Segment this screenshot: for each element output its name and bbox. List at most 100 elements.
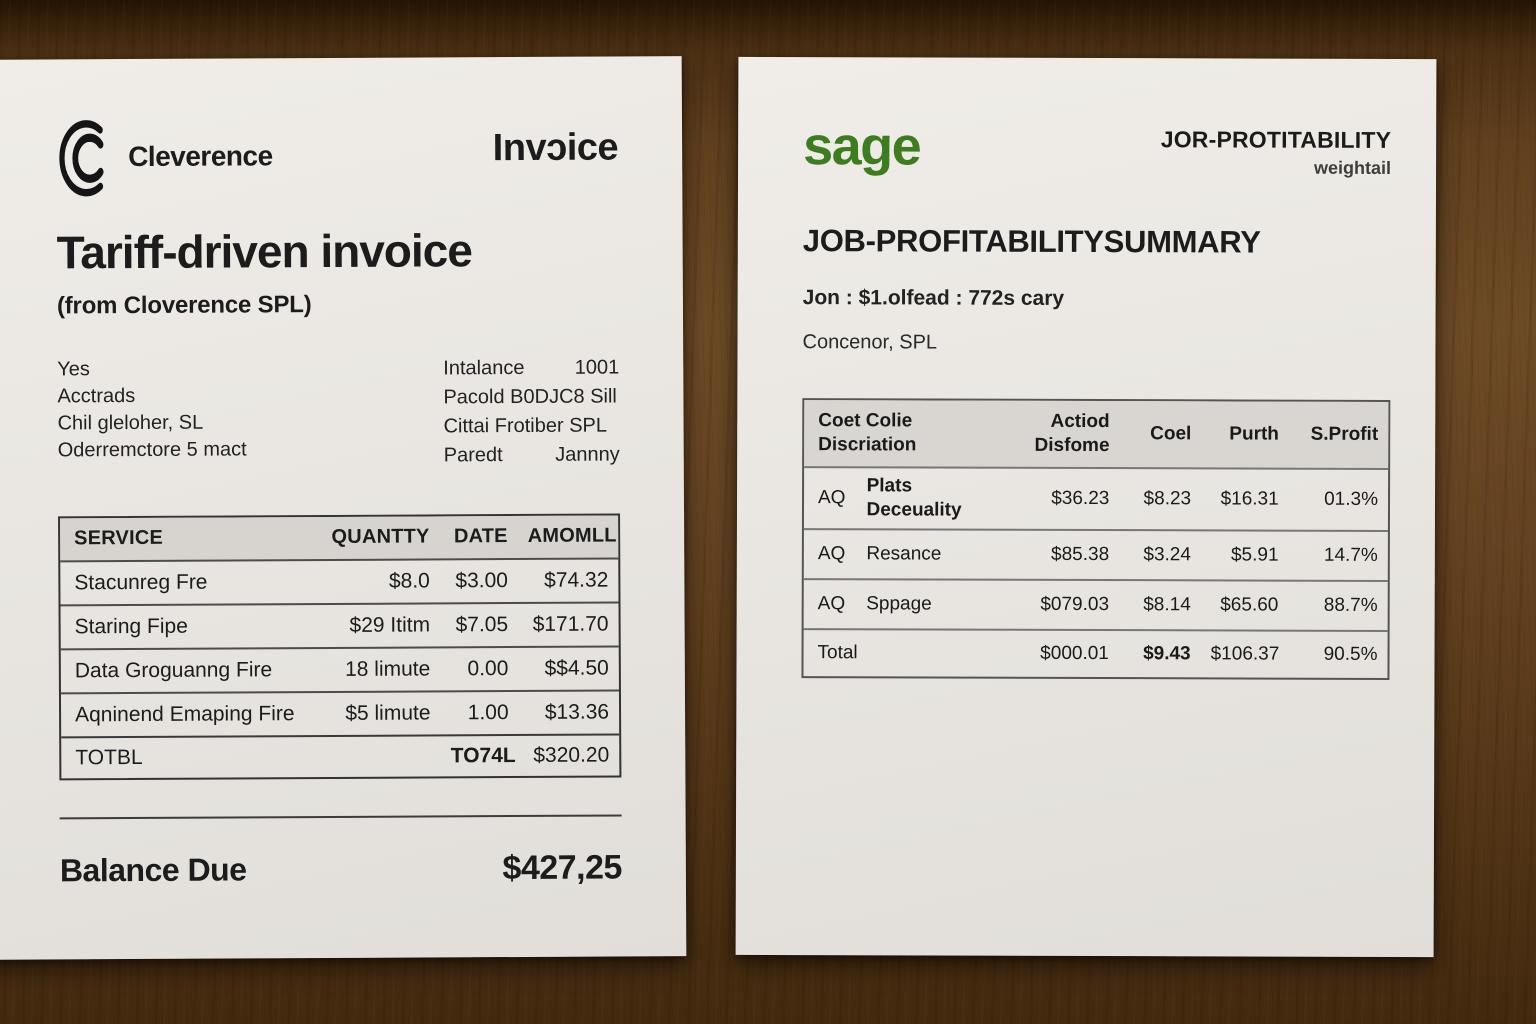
description-cell: Plats Deceuality (856, 469, 1002, 529)
income-cell: $85.38 (1051, 543, 1110, 566)
meta-value: Jannny (555, 442, 620, 466)
billing-line: Oderremctore 5 mact (57, 437, 247, 461)
service-cell: Staring Fipe (74, 614, 188, 638)
invoice-document: Cleverence Invɔice Tariff-driven invoice… (0, 56, 687, 960)
table-row: AQ Sppage $079.03 $8.14 $65.60 88.7% (803, 578, 1388, 630)
amount-cell: $74.32 (544, 568, 609, 592)
total-profit-pct: 90.5% (1323, 643, 1378, 665)
summary-meta-line1: Jon : $1.olfead : 772s cary (802, 286, 1065, 310)
total-spacer (318, 756, 441, 757)
code-cell: AQ (817, 487, 846, 509)
date-cell: $3.00 (455, 568, 508, 592)
service-cell: Aqninend Emaping Fire (75, 701, 295, 726)
summary-title: JOB-PROFITABILITYSUMMARY (802, 223, 1261, 260)
col-profit-pct: S.Profit (1310, 423, 1379, 445)
col-date: DATE (453, 525, 508, 548)
col-actual-income-line1: Actiod (1050, 411, 1110, 433)
table-row: Aqninend Emaping Fire $5 limute 1.00 $13… (60, 688, 620, 736)
code-cell: AQ (817, 543, 846, 565)
col-cost-code-line2: Discriation (818, 434, 917, 456)
billing-line: Yes (57, 357, 90, 380)
date-cell: 1.00 (467, 700, 509, 724)
invoice-table: SERVICE QUANTTY DATE AMOMLL Stacunreg Fr… (58, 512, 622, 780)
profit-cell: $16.31 (1220, 488, 1279, 510)
income-cell: $36.23 (1051, 487, 1110, 510)
quantity-cell: 18 limute (344, 656, 431, 681)
col-cost-code: Coet Colie Discriation (804, 403, 1003, 463)
col-actual-income: Actiod Disfome (1003, 404, 1120, 464)
col-amount: AMOMLL (527, 524, 617, 547)
meta-row: Cittai Frotiber SPL (443, 411, 619, 441)
total-income: $000.01 (1040, 642, 1109, 665)
cleverence-logo-icon (59, 120, 104, 197)
date-cell: $7.05 (455, 612, 509, 636)
profitability-table: Coet Colie Discriation Actiod Disfome Co… (801, 398, 1391, 680)
cost-cell: $8.14 (1143, 594, 1191, 616)
corner-title: JOR-PROTITABILITY (1160, 126, 1392, 153)
invoice-doc-label: Invɔice (492, 126, 619, 170)
total-date-label: TO74L (450, 743, 516, 767)
invoice-subtitle: (from Cloverence SPL) (56, 290, 312, 319)
balance-due-amount: $427,25 (502, 847, 622, 887)
amount-cell: $13.36 (544, 700, 610, 724)
total-amount: $320.20 (533, 743, 610, 767)
profitability-table-header: Coet Colie Discriation Actiod Disfome Co… (804, 400, 1389, 468)
corner-text: JOR-PROTITABILITY weightail (1161, 126, 1392, 179)
billing-line: Chil gleloher, SL (57, 411, 204, 434)
balance-due-label: Balance Due (59, 850, 247, 888)
invoice-header: Cleverence Invɔice (56, 112, 618, 199)
service-cell: Stacunreg Fre (74, 570, 208, 594)
cost-cell: $8.23 (1143, 488, 1192, 510)
profit-pct-cell: 01.3% (1324, 488, 1379, 510)
table-row: AQ Plats Deceuality $36.23 $8.23 $16.31 … (803, 466, 1389, 530)
col-quantity: QUANTTY (331, 525, 430, 548)
meta-row: Pacold B0DJC8 Sill (443, 382, 619, 412)
summary-header: sage JOR-PROTITABILITY weightail (803, 116, 1392, 179)
invoice-meta: Intalance 1001 Pacold B0DJC8 Sill Cittai… (443, 353, 620, 470)
quantity-cell: $29 Ititm (349, 612, 431, 637)
meta-label: Cittai Frotiber SPL (443, 414, 608, 437)
total-cost: $9.43 (1143, 643, 1191, 665)
billing-address: Yes Acctrads Chil gleloher, SL Oderremct… (57, 355, 247, 472)
table-row: AQ Resance $85.38 $3.24 $5.91 14.7% (803, 528, 1388, 580)
meta-label: Intalance (443, 356, 525, 379)
divider (59, 813, 622, 819)
invoice-info-block: Yes Acctrads Chil gleloher, SL Oderremct… (57, 353, 620, 472)
code-cell: AQ (817, 593, 846, 615)
invoice-table-header: SERVICE QUANTTY DATE AMOMLL (60, 514, 619, 560)
total-label: TOTBL (75, 745, 143, 769)
quantity-cell: $8.0 (388, 568, 430, 593)
description-cell: Resance (866, 543, 942, 565)
table-row: Stacunreg Fre $8.0 $3.00 $74.32 (60, 556, 619, 604)
profit-cell: $5.91 (1230, 544, 1279, 566)
meta-label: Pacold B0DJC8 Sill (443, 385, 617, 408)
balance-row: Balance Due $427,25 (60, 848, 622, 890)
description-line1: Plats (866, 475, 913, 497)
cost-cell: $3.24 (1143, 544, 1191, 566)
date-cell: 0.00 (467, 656, 509, 680)
amount-cell: $171.70 (532, 612, 609, 636)
meta-row: Paredt Jannny (444, 440, 620, 470)
col-service: SERVICE (74, 526, 164, 550)
brand-name: Cleverence (128, 140, 273, 173)
income-cell: $079.03 (1040, 593, 1110, 616)
summary-total-row: Total $000.01 $9.43 $106.37 90.5% (803, 628, 1388, 678)
col-profit: Purth (1229, 423, 1279, 445)
meta-value: 1001 (574, 355, 620, 379)
description-line2: Deceuality (866, 499, 962, 521)
job-profitability-document: sage JOR-PROTITABILITY weightail JOB-PRO… (735, 56, 1437, 958)
meta-row: Intalance 1001 (443, 353, 619, 383)
invoice-title: Tariff-driven invoice (56, 224, 473, 279)
sage-logo: sage (803, 116, 921, 177)
total-label: Total (817, 642, 858, 664)
col-cost: Coel (1150, 423, 1192, 445)
billing-line: Acctrads (57, 384, 136, 407)
table-row: Data Groguanng Fire 18 limute 0.00 $$4.5… (60, 644, 619, 692)
brand-group: Cleverence (56, 114, 273, 199)
col-actual-income-line2: Disfome (1034, 434, 1110, 457)
profit-pct-cell: 88.7% (1323, 594, 1378, 616)
col-cost-code-line1: Coet Colie (818, 410, 913, 432)
description-cell: Sppage (866, 593, 932, 615)
total-profit: $106.37 (1210, 643, 1280, 665)
